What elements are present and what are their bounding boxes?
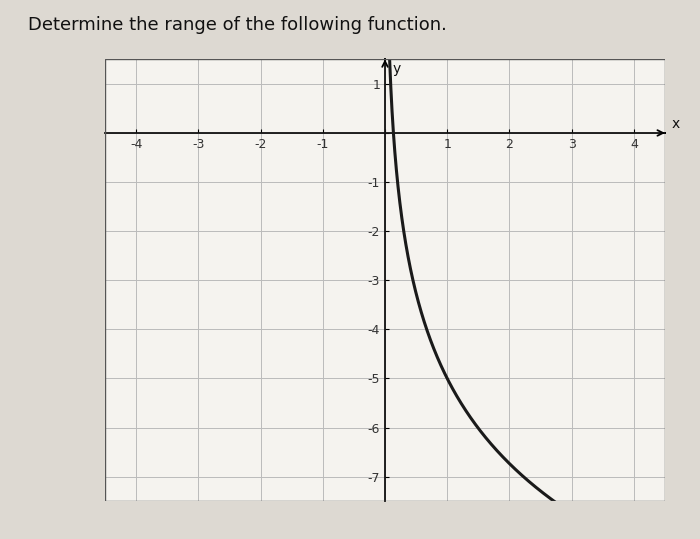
Text: y: y — [393, 62, 400, 76]
Text: Determine the range of the following function.: Determine the range of the following fun… — [28, 16, 447, 34]
Text: x: x — [671, 117, 680, 131]
